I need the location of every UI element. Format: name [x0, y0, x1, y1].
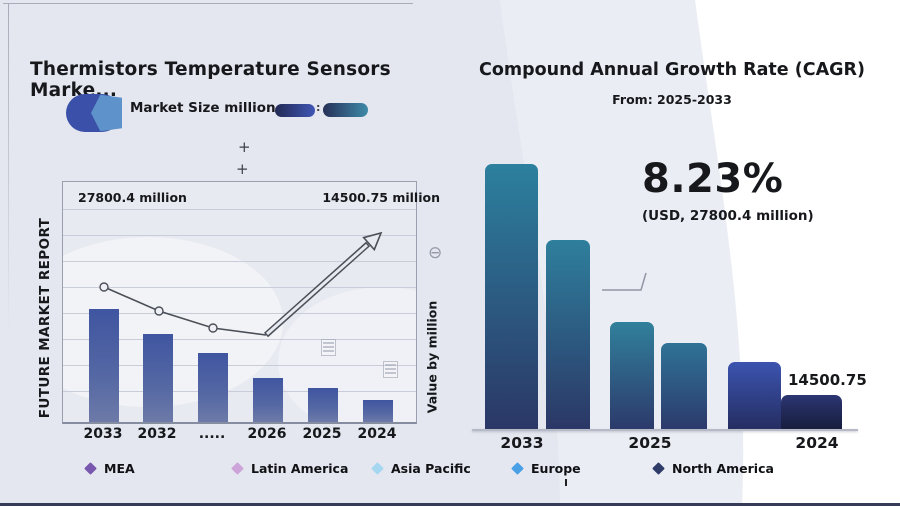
chart-plot-area — [63, 182, 416, 422]
market-size-chart: 27800.4 million 14500.75 million — [62, 181, 440, 424]
bar-2025 — [308, 388, 338, 422]
bar-2024 — [363, 400, 393, 422]
card-top-border — [3, 3, 413, 4]
legend-item-latin-america: Latin America — [231, 461, 349, 476]
gridline — [63, 365, 416, 366]
gridline — [63, 339, 416, 340]
left-chart-xlabels: 2033 2032..... 2026 2025 2024 — [62, 426, 415, 446]
cagr-title: Compound Annual Growth Rate (CAGR) — [479, 60, 865, 80]
x-axis-line — [472, 429, 858, 431]
cylinder-logo-icon — [66, 94, 122, 132]
xlabel-2026: 2026 — [247, 426, 287, 442]
market-size-label: Market Size million — [130, 100, 276, 116]
bar-2025-1 — [610, 322, 654, 429]
diamond-icon — [652, 462, 665, 475]
gridline — [63, 261, 416, 262]
legend-label: Asia Pacific — [391, 461, 471, 476]
stray-tick-mark — [565, 479, 567, 486]
ratio-pill-right — [323, 103, 368, 117]
cagr-subtitle: From: 2025-2033 — [612, 92, 732, 107]
card-left-border — [8, 3, 9, 333]
legend: MEA Latin America Asia Pacific Europe North … — [0, 461, 900, 485]
bar-2033-2 — [546, 240, 590, 429]
diamond-icon — [511, 462, 524, 475]
bar-2025-2 — [661, 343, 707, 429]
list-watermark-icon — [383, 361, 398, 378]
xlabel-2024: 2024 — [795, 434, 839, 452]
bar-2024-2 — [781, 395, 842, 429]
annotation-2033-value: 27800.4 million — [78, 190, 187, 205]
diamond-icon — [231, 462, 244, 475]
legend-label: Latin America — [251, 461, 349, 476]
bar-value-label-2024: 14500.75 — [788, 371, 867, 389]
arrowhead-icon — [362, 231, 383, 252]
right-chart-xlabels: 2033 2025 2024 — [472, 434, 862, 456]
xlabel-2032: 2032 — [137, 426, 177, 442]
legend-label: Europe — [531, 461, 581, 476]
xlabel-2033: 2033 — [500, 434, 544, 452]
plus-icon: + — [238, 138, 251, 156]
legend-item-asia-pacific: Asia Pacific — [371, 461, 471, 476]
gridline — [63, 209, 416, 210]
gridline — [63, 287, 416, 288]
value-by-million-label: Value by million — [424, 300, 440, 414]
cagr-basis: (USD, 27800.4 million) — [642, 208, 814, 224]
gridline — [63, 313, 416, 314]
list-watermark-icon — [321, 339, 336, 356]
future-market-report-label: FUTURE MARKET REPORT — [37, 217, 53, 419]
bar-2032 — [143, 334, 173, 422]
trend-line-arrow — [99, 231, 383, 338]
legend-label: North America — [672, 461, 774, 476]
legend-label: MEA — [104, 461, 135, 476]
circle-minus-icon: ⊖ — [428, 243, 443, 263]
xlabel-2025: 2025 — [628, 434, 672, 452]
legend-item-europe: Europe — [511, 461, 581, 476]
bar-..... — [198, 353, 228, 422]
bar-2033-1 — [485, 164, 538, 429]
legend-item-north-america: North America — [652, 461, 774, 476]
bar-2033 — [89, 309, 119, 422]
diamond-icon — [371, 462, 384, 475]
cagr-chart — [472, 150, 862, 431]
annotation-2024-value: 14500.75 million — [322, 190, 440, 205]
xlabel-2033: 2033 — [83, 426, 123, 442]
plus-icon: + — [236, 160, 249, 178]
xlabel-.....: ..... — [198, 426, 226, 442]
ratio-separator: : — [316, 101, 321, 114]
xlabel-2025: 2025 — [302, 426, 342, 442]
gridline — [63, 235, 416, 236]
bar-2026 — [253, 378, 283, 422]
corner-bracket-decor — [602, 272, 647, 291]
diamond-icon — [84, 462, 97, 475]
gridline — [63, 391, 416, 392]
legend-item-mea: MEA — [84, 461, 135, 476]
bar-2024-1 — [728, 362, 781, 429]
ratio-pill-left — [275, 104, 315, 117]
cagr-value: 8.23% — [642, 156, 784, 202]
xlabel-2024: 2024 — [357, 426, 397, 442]
bottom-strip — [0, 503, 900, 506]
